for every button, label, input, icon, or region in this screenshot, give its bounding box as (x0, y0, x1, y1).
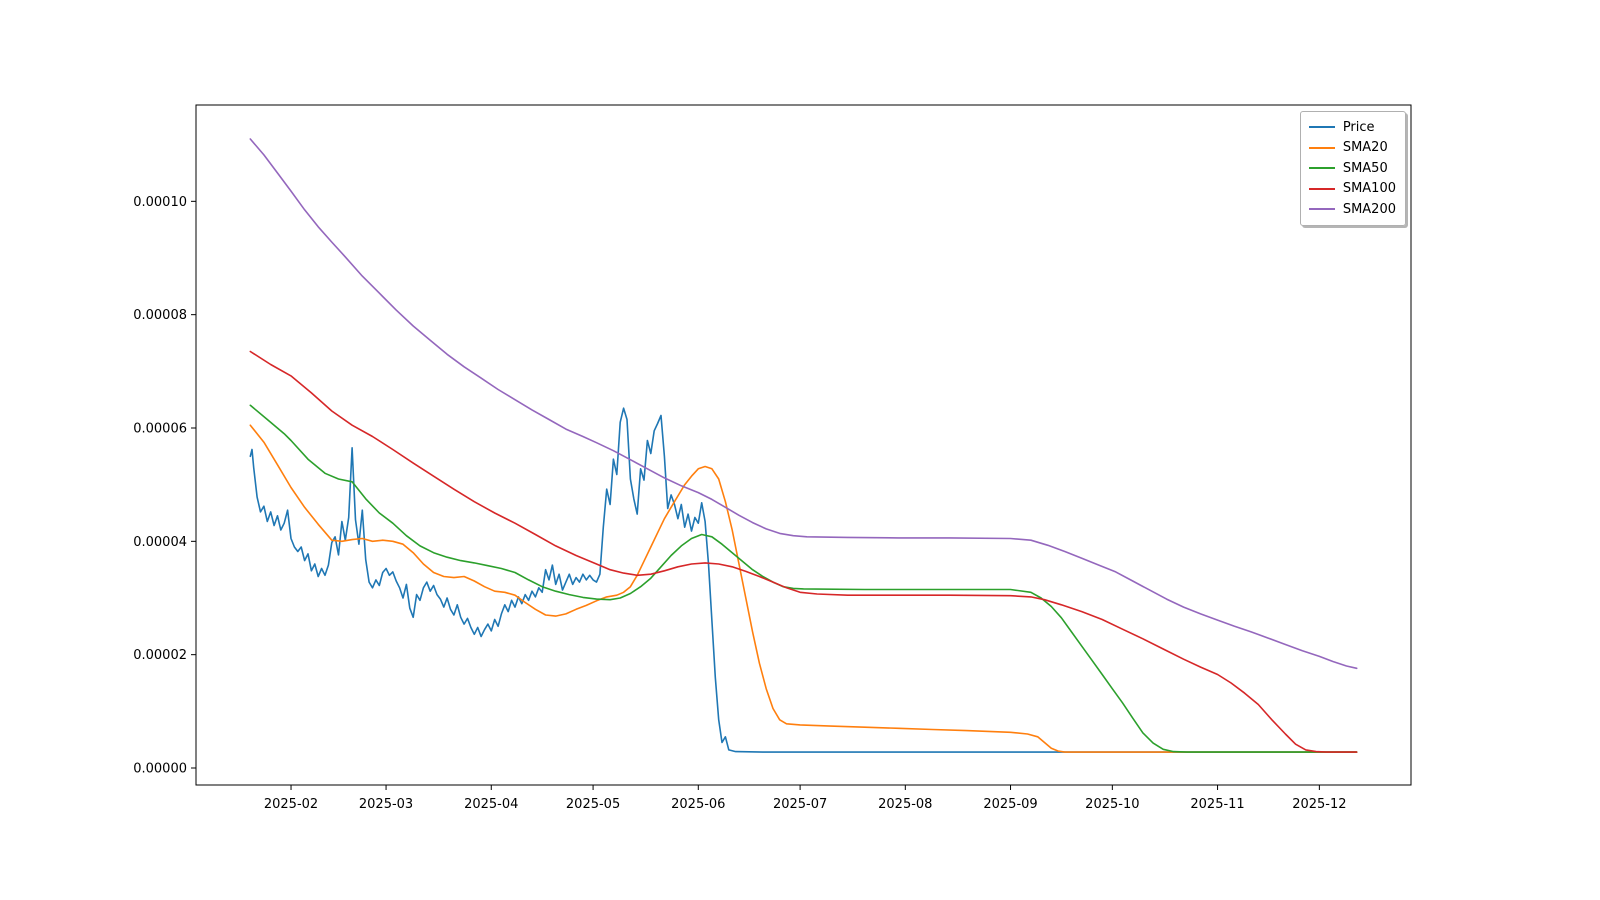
legend-item-sma20: SMA20 (1308, 138, 1396, 159)
legend-label: Price (1342, 119, 1375, 135)
series-line-sma50 (249, 404, 1358, 753)
x-tick-label: 2025-05 (566, 797, 620, 812)
legend-label: SMA50 (1342, 160, 1388, 176)
legend: Price SMA20 SMA50 SMA100 SMA200 (1299, 111, 1406, 226)
legend-line-sample (1308, 146, 1335, 149)
y-tick-label: 0.00006 (133, 422, 187, 437)
legend-label: SMA20 (1342, 140, 1388, 156)
x-tick-label: 2025-07 (773, 797, 827, 812)
axes-frame (195, 104, 1412, 786)
y-tick-label: 0.00010 (133, 195, 187, 210)
x-tick-label: 2025-04 (464, 797, 518, 812)
series-line-sma100 (249, 350, 1358, 753)
legend-item-price: Price (1308, 117, 1396, 138)
x-tick-label: 2025-11 (1190, 797, 1244, 812)
legend-item-sma200: SMA200 (1308, 199, 1396, 220)
plot-area (196, 105, 1411, 785)
x-tick-label: 2025-10 (1085, 797, 1139, 812)
x-tick-label: 2025-12 (1292, 797, 1346, 812)
legend-line-sample (1308, 167, 1335, 170)
y-tick-label: 0.00004 (133, 535, 187, 550)
x-tick-label: 2025-06 (671, 797, 725, 812)
series-line-price (249, 407, 1358, 753)
legend-item-sma50: SMA50 (1308, 158, 1396, 179)
legend-label: SMA100 (1342, 181, 1396, 197)
y-tick-label: 0.00008 (133, 308, 187, 323)
x-tick-label: 2025-03 (359, 797, 413, 812)
legend-line-sample (1308, 126, 1335, 129)
legend-line-sample (1308, 208, 1335, 211)
series-line-sma20 (249, 424, 1358, 753)
legend-line-sample (1308, 187, 1335, 190)
x-tick-label: 2025-02 (264, 797, 318, 812)
x-tick-label: 2025-09 (983, 797, 1037, 812)
y-tick-label: 0.00000 (133, 762, 187, 777)
legend-item-sma100: SMA100 (1308, 179, 1396, 200)
series-line-sma200 (249, 138, 1358, 670)
x-tick-label: 2025-08 (878, 797, 932, 812)
y-tick-label: 0.00002 (133, 648, 187, 663)
legend-label: SMA200 (1342, 201, 1396, 217)
